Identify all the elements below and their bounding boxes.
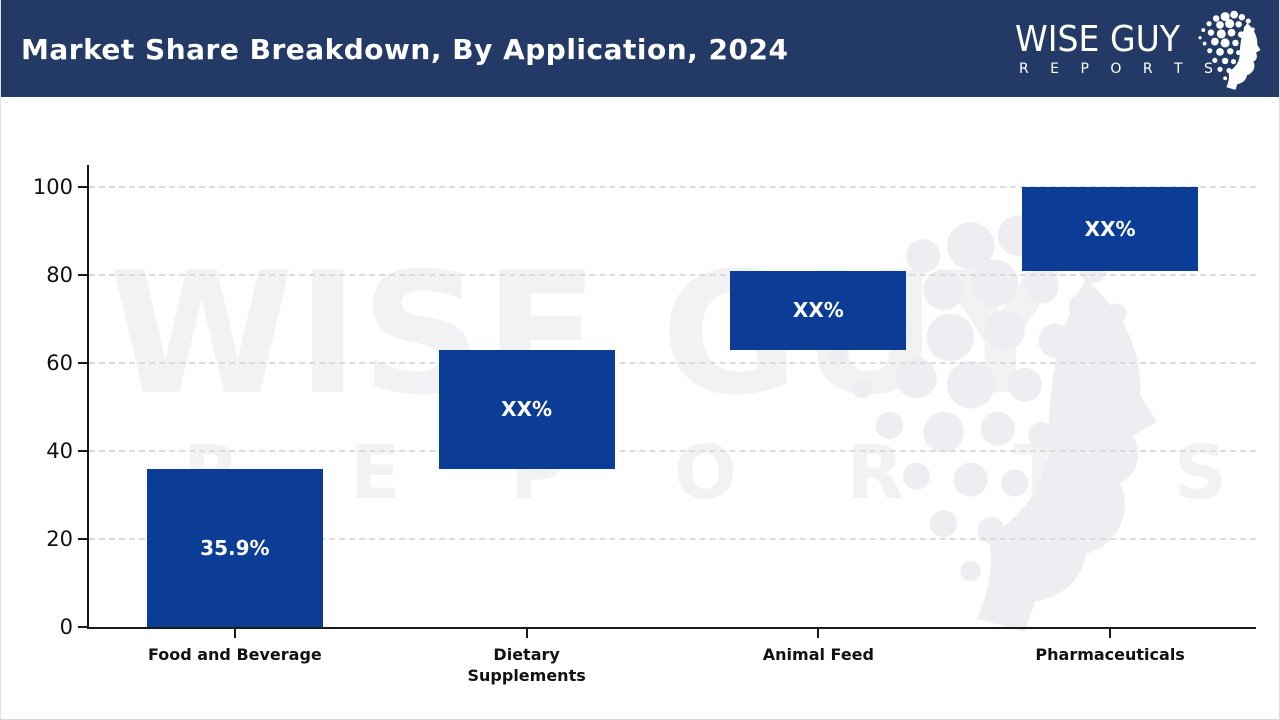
y-tickmark-60 [78, 362, 87, 364]
x-tick-label-pharmaceuticals: Pharmaceuticals [1035, 645, 1185, 664]
page-title: Market Share Breakdown, By Application, … [21, 33, 789, 66]
bar-dietary-supplements: XX% [438, 349, 615, 470]
bar-value-label-pharmaceuticals: XX% [1084, 216, 1136, 241]
y-gridline-80 [89, 274, 1256, 276]
x-tick-label-food-and-beverage: Food and Beverage [147, 645, 322, 664]
y-tickmark-20 [78, 538, 87, 540]
y-tickmark-0 [78, 626, 87, 628]
bar-value-label-dietary-supplements: XX% [501, 397, 553, 422]
wiseguy-head-icon [1198, 10, 1261, 90]
bar-value-label-food-and-beverage: 35.9% [200, 536, 270, 560]
header-banner: Market Share Breakdown, By Application, … [1, 0, 1279, 97]
y-gridline-100 [89, 186, 1256, 188]
y-tick-label-0: 0 [59, 615, 73, 639]
logo-wordmark-line1: WISE GUY [1015, 19, 1181, 60]
y-tick-label-40: 40 [46, 439, 73, 463]
y-gridline-40 [89, 450, 1256, 452]
x-tickmark-food-and-beverage [233, 629, 236, 638]
logo-wordmark: WISE GUY R E P O R T S [1015, 19, 1222, 78]
bar-pharmaceuticals: XX% [1022, 187, 1199, 271]
bar-animal-feed: XX% [730, 270, 907, 350]
y-gridline-60 [89, 362, 1256, 364]
y-gridline-20 [89, 538, 1256, 540]
x-tickmark-animal-feed [817, 629, 820, 638]
x-tickmark-dietary-supplements [525, 629, 528, 638]
y-tickmark-100 [78, 186, 87, 188]
x-tickmark-pharmaceuticals [1109, 629, 1112, 638]
y-tick-label-20: 20 [46, 527, 73, 551]
y-tickmark-40 [78, 450, 87, 452]
y-axis-spine [87, 165, 89, 629]
wiseguy-logo: WISE GUY R E P O R T S [1015, 8, 1265, 92]
bar-value-label-animal-feed: XX% [792, 298, 844, 323]
y-tick-label-80: 80 [46, 263, 73, 287]
x-tick-label-animal-feed: Animal Feed [762, 645, 874, 664]
x-axis-spine [87, 627, 1256, 629]
y-tick-label-60: 60 [46, 351, 73, 375]
x-tick-label-dietary-supplements: Dietary Supplements [467, 645, 586, 685]
bar-food-and-beverage: 35.9% [146, 469, 323, 627]
y-tick-label-100: 100 [32, 175, 73, 199]
y-tickmark-80 [78, 274, 87, 276]
plot-area: 0 20 40 60 80 100 35.9% Food and Beverage XX% Die… [33, 165, 1256, 685]
logo-wordmark-line2: R E P O R T S [1019, 61, 1222, 77]
